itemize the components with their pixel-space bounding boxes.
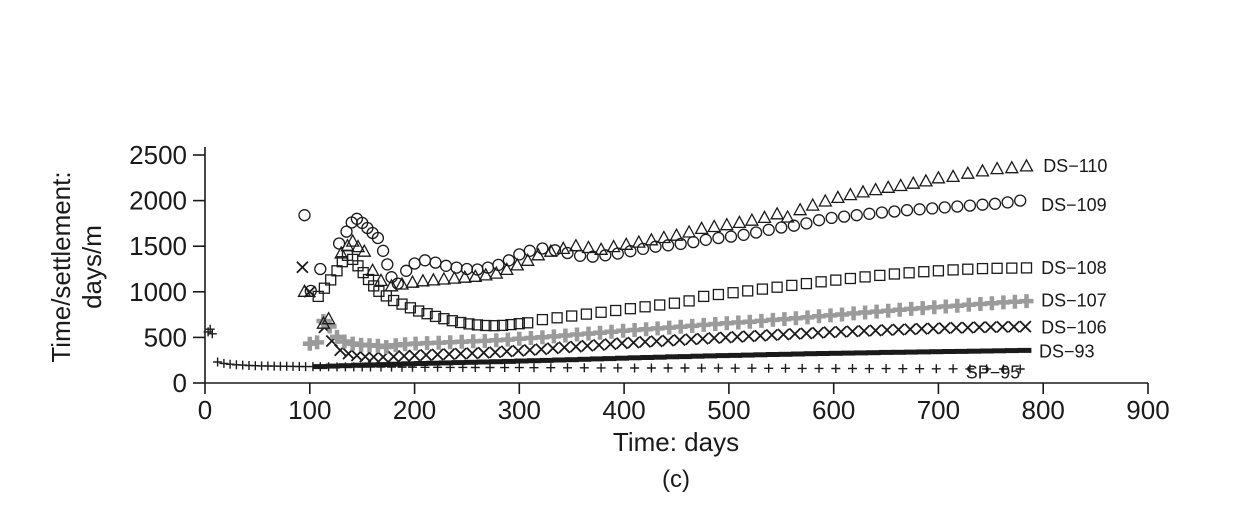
x-tick-label: 900	[1126, 395, 1169, 425]
y-tick-label: 2000	[129, 186, 187, 216]
series-label-ds-107: DS−107	[1041, 291, 1107, 311]
y-tick-label: 0	[173, 368, 187, 398]
y-axis-label-line1: Time/settlement:	[46, 171, 76, 363]
y-tick-label: 500	[144, 322, 187, 352]
series-label-ds-109: DS−109	[1041, 195, 1107, 215]
x-tick-label: 500	[707, 395, 750, 425]
y-axis-label: Time/settlement: days/m	[46, 57, 110, 477]
axes	[193, 147, 1149, 394]
series-ds-107: DS−107	[302, 291, 1107, 354]
y-axis-label-line2: days/m	[77, 225, 107, 309]
x-tick-label: 400	[602, 395, 645, 425]
series-ds-93: DS−93	[313, 342, 1095, 370]
tick-labels: 0 500 1000 1500 2000 2500 0 100 200 300 400 500 600 7…	[129, 140, 1170, 425]
series-label-ds-108: DS−108	[1041, 258, 1107, 278]
x-tick-label: 800	[1022, 395, 1065, 425]
series-ds-106: DS−106	[296, 261, 1107, 364]
x-tick-label: 700	[917, 395, 960, 425]
series-ds-108: DS−108	[312, 249, 1107, 332]
y-tick-label: 2500	[129, 140, 187, 170]
series-label-sp-95: SP−95	[966, 363, 1021, 383]
series-label-ds-93: DS−93	[1039, 342, 1095, 362]
series-label-ds-110: DS−110	[1043, 156, 1107, 176]
x-tick-label: 100	[288, 395, 331, 425]
y-tick-label: 1000	[129, 277, 187, 307]
x-tick-label: 200	[393, 395, 436, 425]
series-sp-95: SP−95	[203, 324, 1025, 383]
y-tick-label: 1500	[129, 231, 187, 261]
series-label-ds-106: DS−106	[1041, 317, 1107, 337]
x-axis-label: Time: days	[612, 427, 740, 457]
x-tick-label: 0	[198, 395, 212, 425]
series-ds-109: DS−109	[298, 194, 1107, 298]
figure-caption: (c)	[662, 466, 690, 493]
series-ds-110: DS−110	[297, 156, 1107, 329]
x-tick-label: 300	[498, 395, 541, 425]
x-tick-label: 600	[812, 395, 855, 425]
